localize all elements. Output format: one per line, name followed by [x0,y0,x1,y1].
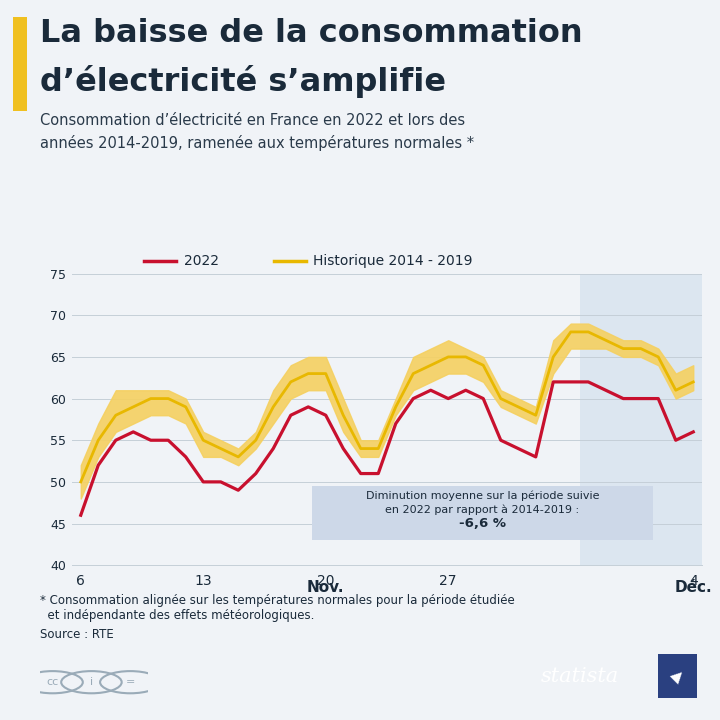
Text: i: i [90,678,93,687]
Text: 2022: 2022 [184,253,219,268]
Text: —: — [281,251,298,269]
Text: Diminution moyenne sur la période suivie
en 2022 par rapport à 2014-2019 :: Diminution moyenne sur la période suivie… [366,490,599,516]
Bar [580,274,702,565]
Text: Nov.: Nov. [307,580,344,595]
Text: Consommation d’électricité en France en 2022 et lors des: Consommation d’électricité en France en … [40,113,464,128]
Text: cc: cc [46,678,59,687]
Text: Déc.: Déc. [675,580,712,595]
Text: =: = [125,678,135,687]
Bar [658,654,697,698]
Text: Source : RTE: Source : RTE [40,628,113,641]
Text: statista: statista [541,667,619,685]
Text: d’électricité s’amplifie: d’électricité s’amplifie [40,65,446,98]
FancyBboxPatch shape [312,486,653,540]
Text: —: — [151,251,168,269]
Text: -6,6 %: -6,6 % [459,517,506,530]
Text: * Consommation alignée sur les températures normales pour la période étudiée: * Consommation alignée sur les températu… [40,594,514,607]
Text: années 2014-2019, ramenée aux températures normales *: années 2014-2019, ramenée aux températur… [40,135,474,151]
Text: ▲: ▲ [668,667,687,685]
Text: et indépendante des effets météorologiques.: et indépendante des effets météorologiqu… [40,609,314,622]
Text: La baisse de la consommation: La baisse de la consommation [40,18,582,49]
Text: Historique 2014 - 2019: Historique 2014 - 2019 [313,253,473,268]
